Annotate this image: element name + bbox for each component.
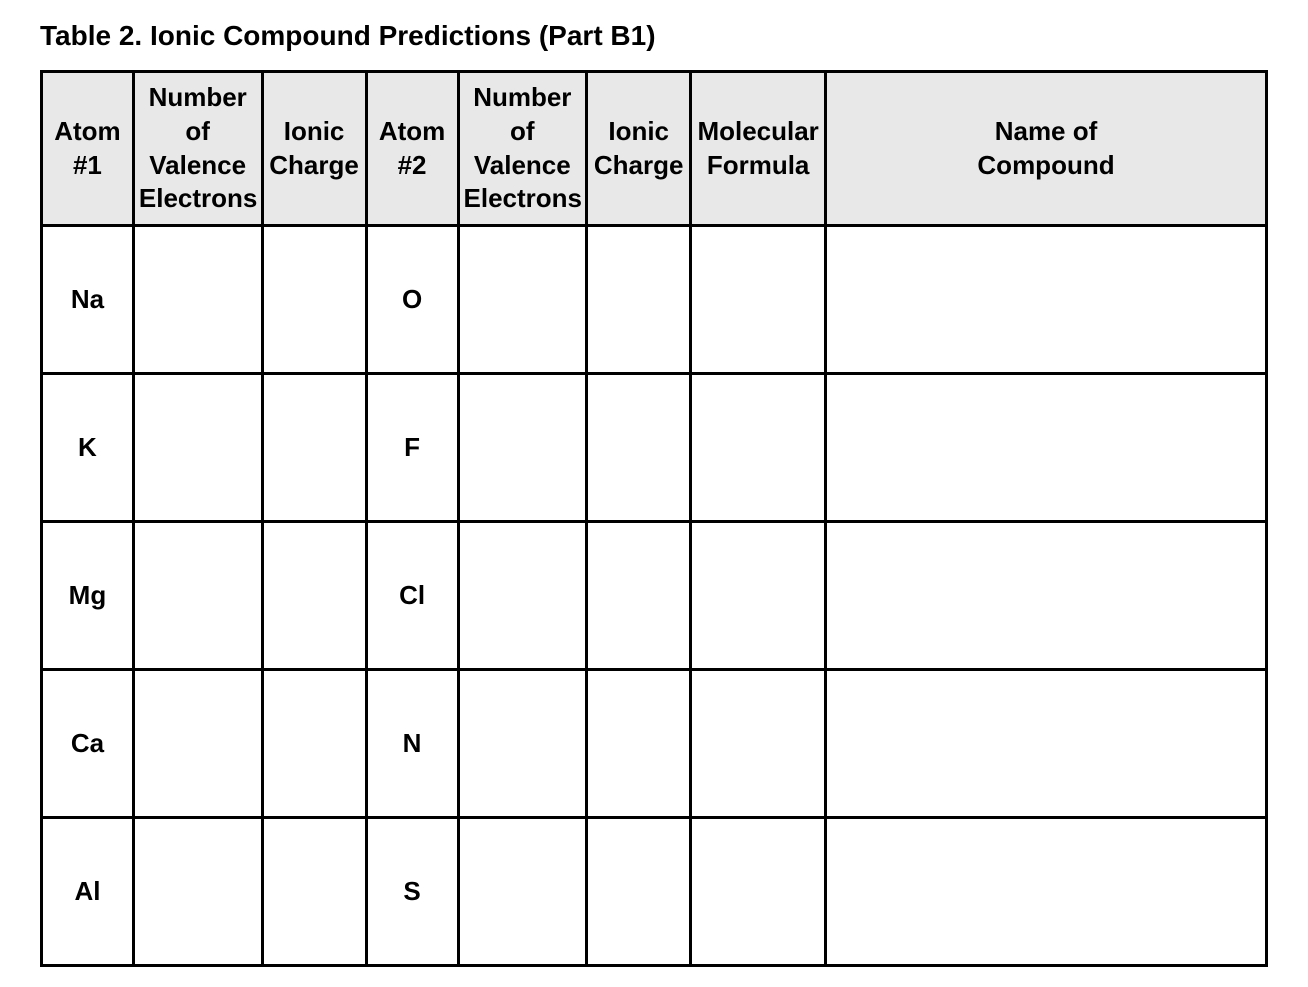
cell-charge1: [262, 522, 366, 670]
cell-charge1: [262, 818, 366, 966]
cell-valence2: [458, 670, 587, 818]
cell-charge2: [587, 226, 691, 374]
cell-charge1: [262, 374, 366, 522]
cell-name: [826, 226, 1267, 374]
cell-valence1: [133, 522, 262, 670]
cell-formula: [691, 522, 826, 670]
header-atom1: Atom#1: [42, 72, 134, 226]
table-header-row: Atom#1 NumberofValenceElectrons IonicCha…: [42, 72, 1267, 226]
cell-name: [826, 522, 1267, 670]
header-atom2: Atom#2: [366, 72, 458, 226]
table-row: Ca N: [42, 670, 1267, 818]
header-valence1: NumberofValenceElectrons: [133, 72, 262, 226]
table-row: Al S: [42, 818, 1267, 966]
cell-valence1: [133, 670, 262, 818]
cell-name: [826, 818, 1267, 966]
header-formula: MolecularFormula: [691, 72, 826, 226]
cell-atom2: O: [366, 226, 458, 374]
cell-name: [826, 670, 1267, 818]
header-charge1: IonicCharge: [262, 72, 366, 226]
cell-name: [826, 374, 1267, 522]
header-charge2: IonicCharge: [587, 72, 691, 226]
cell-valence1: [133, 374, 262, 522]
header-name: Name ofCompound: [826, 72, 1267, 226]
cell-charge2: [587, 522, 691, 670]
cell-atom2: S: [366, 818, 458, 966]
cell-valence2: [458, 226, 587, 374]
cell-atom1: Ca: [42, 670, 134, 818]
cell-valence2: [458, 374, 587, 522]
table-title: Table 2. Ionic Compound Predictions (Par…: [40, 20, 1268, 52]
cell-atom2: F: [366, 374, 458, 522]
cell-valence1: [133, 226, 262, 374]
cell-charge1: [262, 226, 366, 374]
ionic-compound-table: Atom#1 NumberofValenceElectrons IonicCha…: [40, 70, 1268, 967]
cell-atom1: Al: [42, 818, 134, 966]
cell-formula: [691, 670, 826, 818]
cell-charge1: [262, 670, 366, 818]
cell-valence1: [133, 818, 262, 966]
cell-valence2: [458, 818, 587, 966]
cell-formula: [691, 818, 826, 966]
table-row: K F: [42, 374, 1267, 522]
cell-formula: [691, 226, 826, 374]
cell-charge2: [587, 818, 691, 966]
table-row: Na O: [42, 226, 1267, 374]
header-valence2: NumberofValenceElectrons: [458, 72, 587, 226]
cell-charge2: [587, 670, 691, 818]
cell-atom1: Mg: [42, 522, 134, 670]
cell-atom1: Na: [42, 226, 134, 374]
cell-atom2: N: [366, 670, 458, 818]
cell-atom2: Cl: [366, 522, 458, 670]
cell-formula: [691, 374, 826, 522]
cell-atom1: K: [42, 374, 134, 522]
cell-valence2: [458, 522, 587, 670]
cell-charge2: [587, 374, 691, 522]
table-row: Mg Cl: [42, 522, 1267, 670]
